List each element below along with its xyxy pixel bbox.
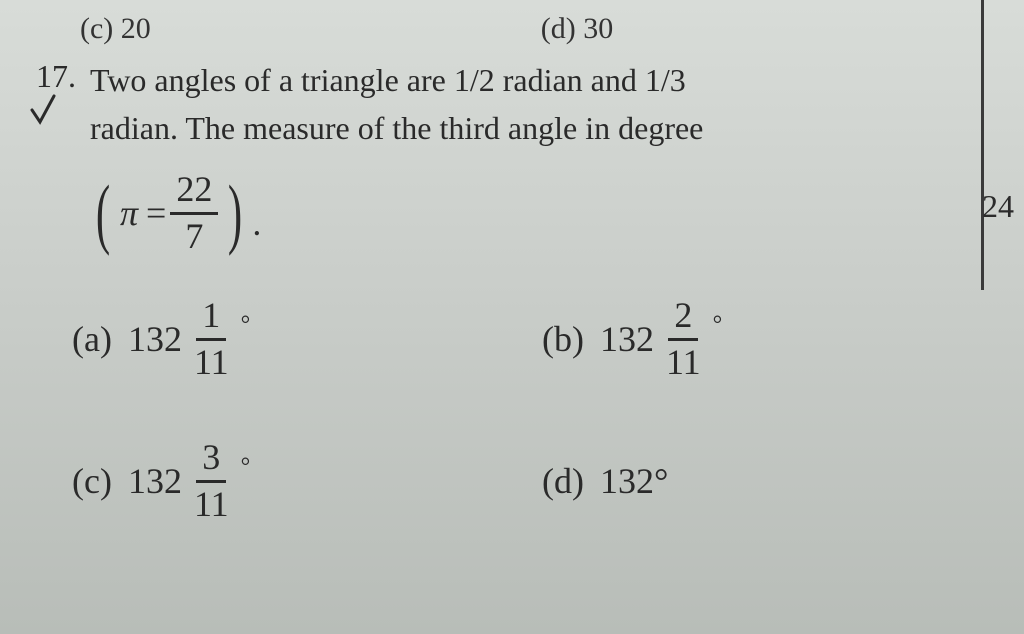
pi-expression: ( π = 22 7 ) . bbox=[90, 170, 988, 256]
option-c-den: 11 bbox=[188, 483, 235, 525]
pi-denominator: 7 bbox=[179, 215, 209, 257]
pi-symbol: π bbox=[120, 192, 138, 234]
option-a-whole: 132 bbox=[128, 318, 182, 360]
option-a-fraction: 1 11 bbox=[188, 296, 235, 382]
vertical-rule bbox=[981, 0, 984, 290]
option-a-value: 132 1 11 ° bbox=[128, 296, 250, 382]
left-paren: ( bbox=[96, 182, 110, 244]
option-b-degree: ° bbox=[713, 312, 723, 339]
pi-equation: π = 22 7 bbox=[116, 170, 222, 256]
option-c-label: (c) bbox=[72, 460, 112, 502]
option-c-value: 132 3 11 ° bbox=[128, 438, 250, 524]
option-b: (b) 132 2 11 ° bbox=[542, 296, 722, 382]
option-c-whole: 132 bbox=[128, 460, 182, 502]
option-d-value: 132° bbox=[600, 460, 668, 502]
option-c-fraction: 3 11 bbox=[188, 438, 235, 524]
period: . bbox=[252, 202, 261, 244]
option-d-label: (d) bbox=[542, 460, 584, 502]
question-text: Two angles of a triangle are 1/2 radian … bbox=[90, 56, 988, 152]
edge-text: 24 bbox=[982, 188, 1014, 225]
option-a: (a) 132 1 11 ° bbox=[72, 296, 542, 382]
checkmark-icon bbox=[28, 92, 58, 132]
option-a-degree: ° bbox=[241, 312, 251, 339]
pi-numerator: 22 bbox=[170, 170, 218, 215]
previous-options-row: (c) 20 (d) 30 bbox=[36, 12, 988, 46]
option-a-num: 1 bbox=[196, 296, 226, 341]
options-row-1: (a) 132 1 11 ° (b) 132 2 11 bbox=[72, 296, 988, 382]
options-row-2: (c) 132 3 11 ° (d) 132° bbox=[72, 438, 988, 524]
question-line-1: Two angles of a triangle are 1/2 radian … bbox=[90, 56, 988, 104]
option-b-fraction: 2 11 bbox=[660, 296, 707, 382]
option-c-num: 3 bbox=[196, 438, 226, 483]
page-container: (c) 20 (d) 30 17. Two angles of a triang… bbox=[0, 0, 1024, 593]
prev-option-c: (c) 20 bbox=[80, 12, 151, 46]
option-c-degree: ° bbox=[241, 454, 251, 481]
question-line-2: radian. The measure of the third angle i… bbox=[90, 104, 988, 152]
option-b-value: 132 2 11 ° bbox=[600, 296, 722, 382]
option-a-den: 11 bbox=[188, 341, 235, 383]
option-b-num: 2 bbox=[668, 296, 698, 341]
option-b-whole: 132 bbox=[600, 318, 654, 360]
question-row: 17. Two angles of a triangle are 1/2 rad… bbox=[36, 56, 988, 152]
prev-option-d: (d) 30 bbox=[541, 12, 613, 46]
option-b-label: (b) bbox=[542, 318, 584, 360]
right-paren: ) bbox=[228, 182, 242, 244]
option-d: (d) 132° bbox=[542, 438, 668, 524]
equals-sign: = bbox=[146, 192, 166, 234]
option-a-label: (a) bbox=[72, 318, 112, 360]
option-b-den: 11 bbox=[660, 341, 707, 383]
options-container: (a) 132 1 11 ° (b) 132 2 11 bbox=[72, 296, 988, 524]
pi-fraction: 22 7 bbox=[170, 170, 218, 256]
question-number: 17. bbox=[36, 56, 90, 95]
option-c: (c) 132 3 11 ° bbox=[72, 438, 542, 524]
